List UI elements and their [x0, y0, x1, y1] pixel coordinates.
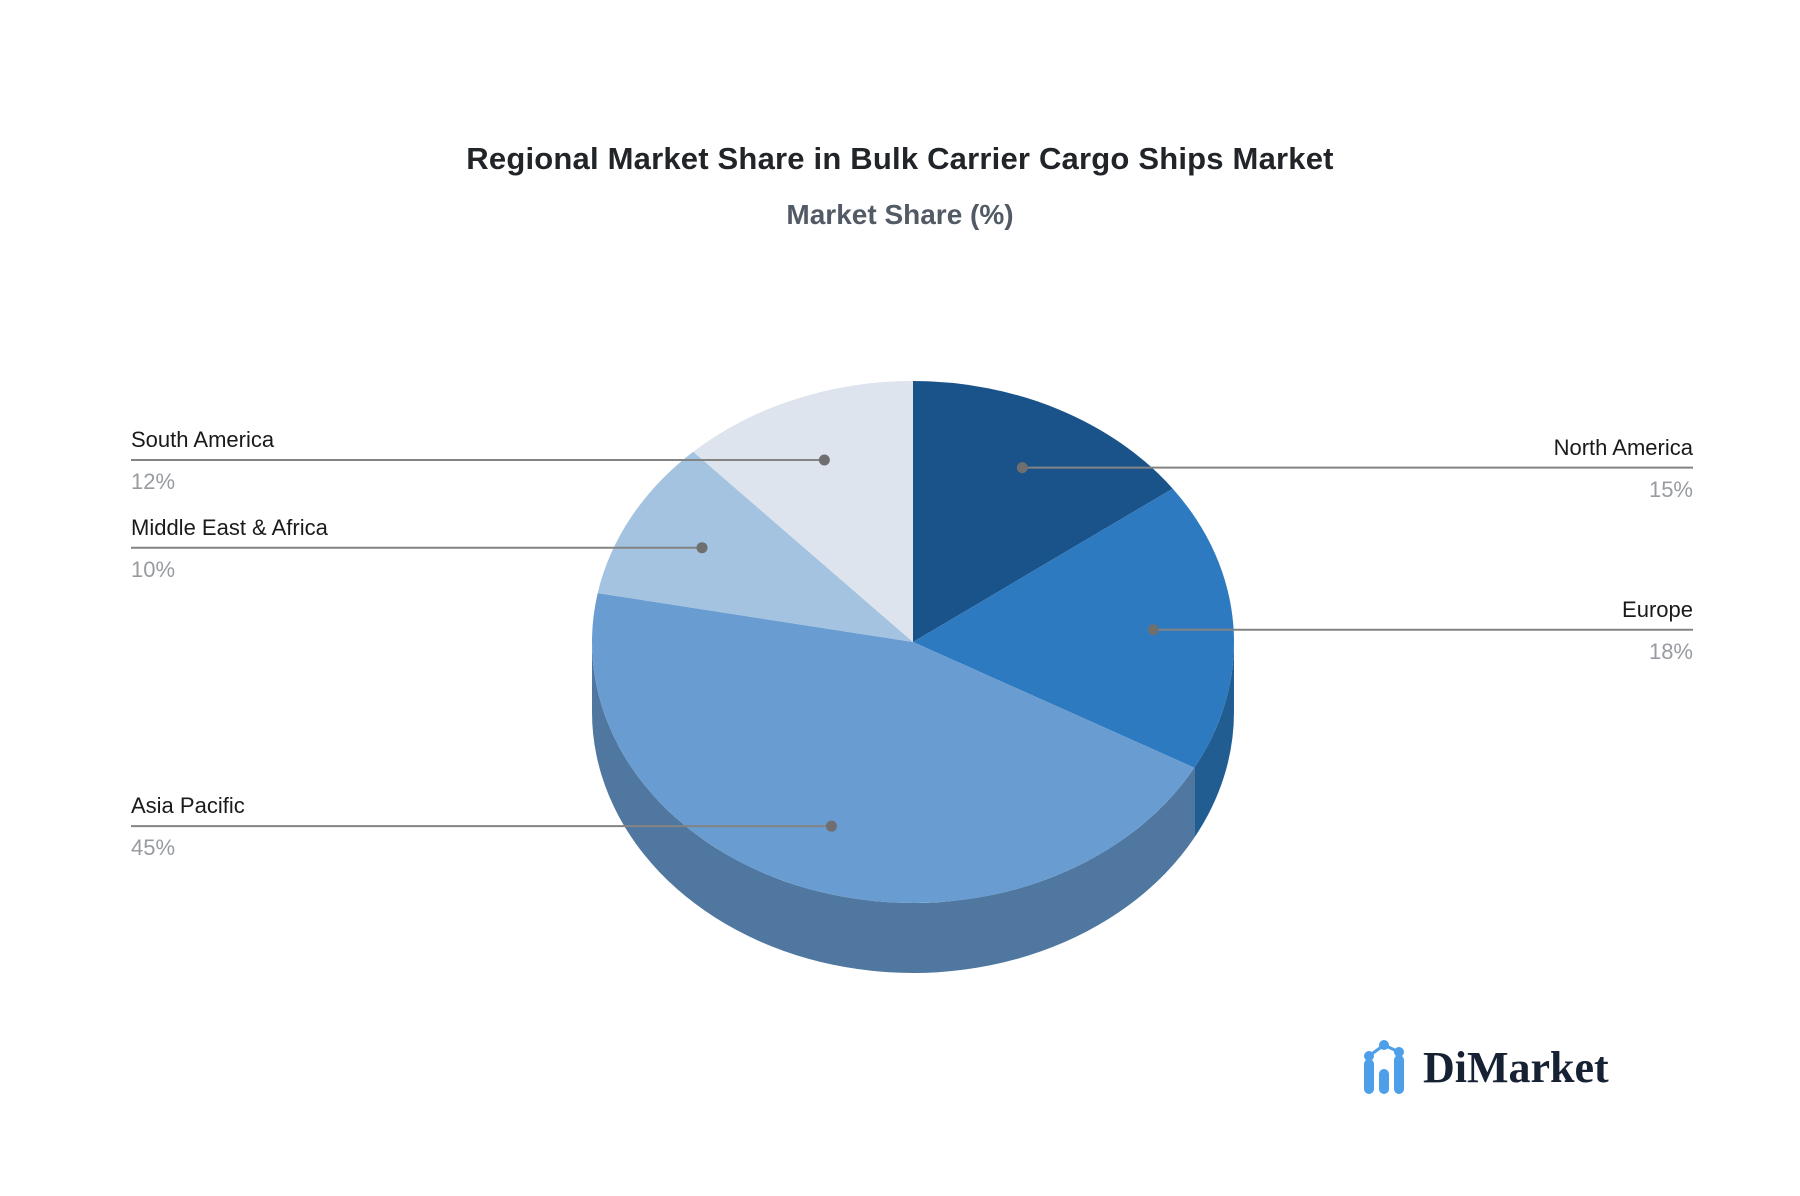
- leader-dot-asia-pacific: [825, 820, 837, 832]
- pie-slice-south-america[interactable]: [693, 381, 913, 642]
- pie-slice-europe[interactable]: [913, 488, 1234, 768]
- bar-chart-logo-icon: [1364, 1040, 1404, 1094]
- pie-slice-side-asia-pacific: [592, 642, 1195, 973]
- slice-value-asia-pacific: 45%: [131, 835, 176, 861]
- brand-logo: DiMarket: [1363, 1038, 1609, 1094]
- slice-value-south-america: 12%: [131, 468, 176, 494]
- slice-label-middle-east-africa: Middle East & Africa: [131, 514, 328, 540]
- chart-subtitle: Market Share (%): [786, 199, 1014, 230]
- leader-dot-south-america: [818, 454, 830, 466]
- slice-label-asia-pacific: Asia Pacific: [131, 793, 245, 819]
- page-title: Regional Market Share in Bulk Carrier Ca…: [466, 141, 1334, 176]
- leader-dot-middle-east-africa: [696, 542, 708, 554]
- pie-slice-side-europe: [1194, 642, 1234, 838]
- slice-label-south-america: South America: [131, 426, 275, 452]
- slice-label-europe: Europe: [1622, 596, 1693, 622]
- leader-dot-europe: [1147, 624, 1159, 636]
- pie-slice-north-america[interactable]: [913, 381, 1173, 642]
- slice-value-middle-east-africa: 10%: [131, 556, 176, 582]
- leader-dot-north-america: [1016, 462, 1028, 474]
- slice-value-north-america: 15%: [1648, 476, 1693, 502]
- slice-label-north-america: North America: [1553, 434, 1693, 460]
- slice-value-europe: 18%: [1648, 638, 1693, 664]
- pie-slice-middle-east-africa[interactable]: [597, 451, 913, 642]
- brand-wordmark: DiMarket: [1423, 1043, 1609, 1092]
